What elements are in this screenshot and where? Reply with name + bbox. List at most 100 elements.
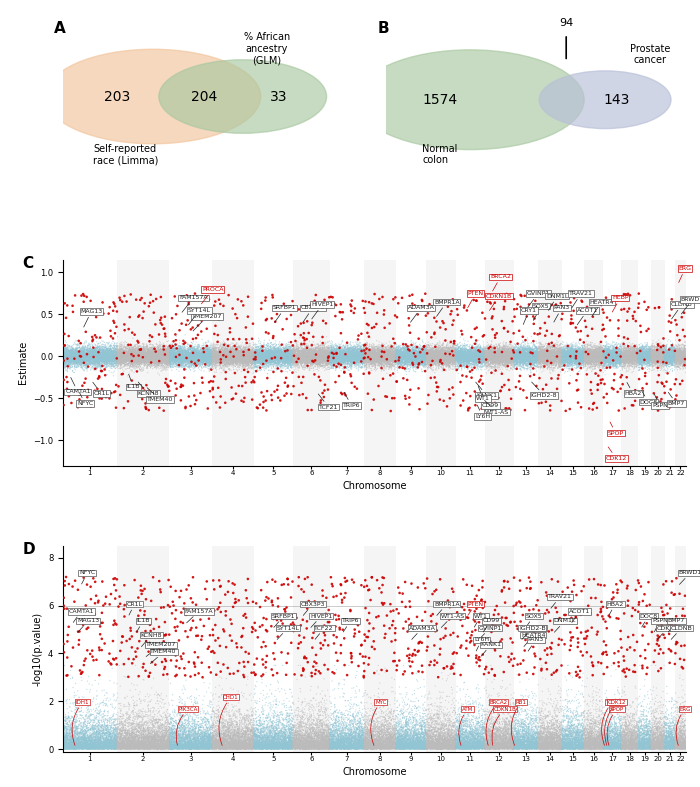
Point — [299, 729, 310, 741]
Point — [680, 725, 692, 737]
Point — [547, 735, 559, 748]
Point — [450, 357, 461, 370]
Point — [293, 734, 304, 747]
Point — [368, 348, 379, 360]
Point — [414, 741, 426, 753]
Point — [510, 351, 522, 364]
Point — [128, 350, 139, 363]
Point — [437, 721, 448, 733]
Point — [454, 741, 465, 754]
Point — [181, 347, 192, 360]
Point — [533, 346, 544, 359]
Point — [422, 730, 433, 743]
Point — [627, 729, 638, 741]
Point — [454, 737, 465, 750]
Point — [370, 704, 381, 716]
Point — [233, 726, 244, 739]
Point — [307, 358, 318, 371]
Point — [482, 739, 493, 752]
Point — [141, 730, 153, 742]
Point — [605, 351, 616, 364]
Point — [206, 721, 218, 733]
Point — [556, 353, 568, 365]
Point — [295, 347, 307, 360]
Point — [625, 738, 636, 751]
Point — [474, 742, 485, 755]
Point — [381, 726, 392, 738]
Point — [542, 728, 554, 741]
Point — [268, 738, 279, 751]
Point — [144, 732, 155, 745]
Point — [568, 343, 580, 356]
Point — [540, 345, 551, 357]
Point — [284, 347, 295, 360]
Point — [267, 345, 279, 357]
Point — [363, 737, 374, 749]
Point — [185, 348, 196, 360]
Point — [556, 357, 568, 369]
Point — [428, 357, 440, 369]
Point — [248, 360, 260, 372]
Point — [597, 719, 608, 732]
Point — [280, 347, 291, 360]
Point — [183, 343, 195, 356]
Point — [226, 733, 237, 745]
Point — [79, 736, 90, 748]
Point — [202, 349, 214, 361]
Point — [259, 739, 270, 752]
Point — [88, 354, 99, 367]
Point — [662, 345, 673, 358]
Point — [63, 345, 74, 357]
Point — [645, 725, 657, 737]
Point — [304, 742, 315, 755]
Point — [108, 741, 120, 754]
Point — [502, 734, 513, 747]
Point — [409, 736, 420, 748]
Point — [299, 357, 310, 370]
Point — [314, 353, 325, 365]
Point — [360, 348, 371, 360]
Point — [62, 350, 74, 363]
Point — [592, 347, 603, 360]
Point — [328, 741, 339, 754]
Point — [75, 337, 86, 349]
Point — [114, 737, 125, 749]
Point — [88, 736, 99, 748]
Point — [468, 741, 479, 753]
Point — [633, 349, 644, 362]
Point — [526, 736, 538, 748]
Point — [199, 737, 210, 749]
Point — [265, 352, 276, 364]
Point — [578, 355, 589, 368]
Point — [393, 722, 405, 735]
Point — [534, 741, 545, 754]
Point — [522, 364, 533, 376]
Point — [359, 341, 370, 353]
Point — [135, 741, 146, 754]
Point — [350, 348, 361, 360]
Point — [302, 351, 313, 364]
Point — [379, 349, 391, 362]
Point — [348, 682, 359, 694]
Point — [598, 731, 610, 744]
Point — [448, 739, 459, 752]
Point — [436, 740, 447, 752]
Point — [378, 349, 389, 362]
Point — [114, 725, 125, 737]
Point — [125, 730, 136, 743]
Point — [354, 737, 365, 750]
Point — [98, 348, 109, 360]
Point — [267, 355, 279, 368]
Point — [442, 351, 454, 364]
Point — [634, 352, 645, 364]
Point — [626, 740, 637, 752]
Point — [314, 351, 326, 364]
Point — [234, 345, 246, 357]
Point — [286, 727, 297, 740]
Point — [269, 730, 280, 743]
Point — [211, 741, 222, 753]
Point — [675, 741, 686, 754]
Point — [209, 732, 220, 745]
Point — [432, 708, 443, 720]
Point — [80, 352, 92, 364]
